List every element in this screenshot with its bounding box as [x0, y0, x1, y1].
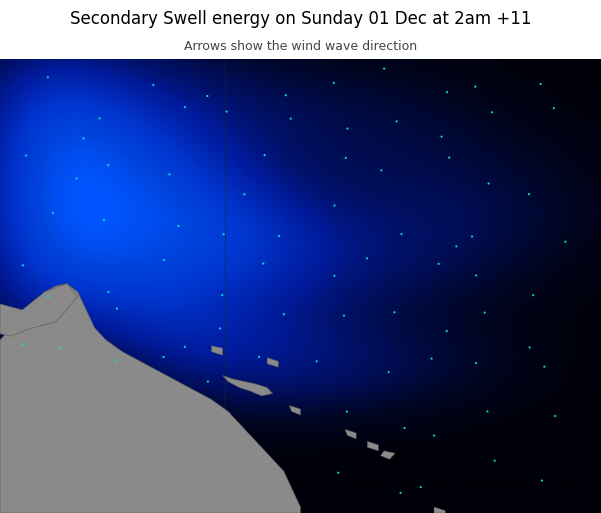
- Polygon shape: [222, 376, 273, 396]
- Polygon shape: [380, 451, 395, 459]
- Polygon shape: [289, 405, 300, 415]
- Polygon shape: [345, 429, 356, 439]
- Polygon shape: [267, 358, 278, 367]
- Polygon shape: [0, 284, 78, 336]
- Text: Secondary Swell energy on Sunday 01 Dec at 2am +11: Secondary Swell energy on Sunday 01 Dec …: [70, 10, 531, 28]
- Text: Arrows show the wind wave direction: Arrows show the wind wave direction: [184, 40, 417, 52]
- Polygon shape: [367, 441, 379, 451]
- Polygon shape: [434, 507, 445, 513]
- Polygon shape: [212, 346, 222, 356]
- Polygon shape: [0, 284, 300, 513]
